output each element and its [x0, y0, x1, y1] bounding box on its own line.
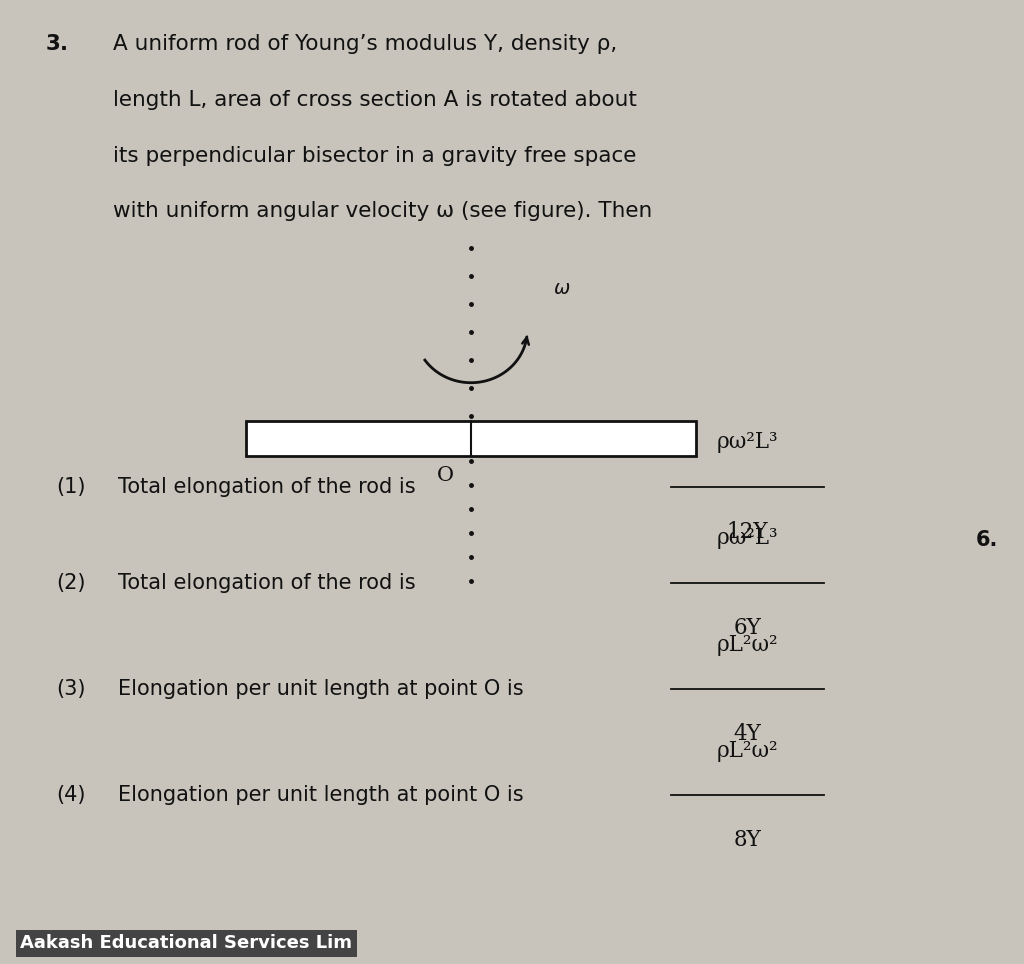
Text: 4Y: 4Y	[733, 723, 762, 745]
Text: (1): (1)	[56, 477, 86, 496]
Text: ρω²L³: ρω²L³	[717, 431, 778, 453]
Text: ρL²ω²: ρL²ω²	[717, 633, 778, 656]
Text: 3.: 3.	[46, 34, 70, 54]
Text: 12Y: 12Y	[727, 521, 768, 543]
Text: Aakash Educational Services Lim: Aakash Educational Services Lim	[20, 934, 352, 952]
Text: Total elongation of the rod is: Total elongation of the rod is	[118, 477, 416, 496]
Text: 8Y: 8Y	[733, 829, 762, 851]
Text: ρL²ω²: ρL²ω²	[717, 739, 778, 762]
Text: (4): (4)	[56, 786, 86, 805]
Text: (3): (3)	[56, 680, 86, 699]
Text: $\omega$: $\omega$	[553, 280, 570, 298]
Text: (2): (2)	[56, 574, 86, 593]
Text: 6.: 6.	[976, 530, 998, 549]
Text: ρω²L³: ρω²L³	[717, 527, 778, 549]
Text: Elongation per unit length at point O is: Elongation per unit length at point O is	[118, 680, 523, 699]
Text: its perpendicular bisector in a gravity free space: its perpendicular bisector in a gravity …	[113, 146, 636, 166]
Text: A uniform rod of Young’s modulus Y, density ρ,: A uniform rod of Young’s modulus Y, dens…	[113, 34, 616, 54]
Text: Elongation per unit length at point O is: Elongation per unit length at point O is	[118, 786, 523, 805]
Text: with uniform angular velocity ω (see figure). Then: with uniform angular velocity ω (see fig…	[113, 201, 652, 222]
Text: length L, area of cross section A is rotated about: length L, area of cross section A is rot…	[113, 90, 637, 110]
Text: O: O	[437, 466, 454, 485]
Bar	[246, 421, 696, 456]
Text: 6Y: 6Y	[733, 617, 762, 639]
Text: Total elongation of the rod is: Total elongation of the rod is	[118, 574, 416, 593]
